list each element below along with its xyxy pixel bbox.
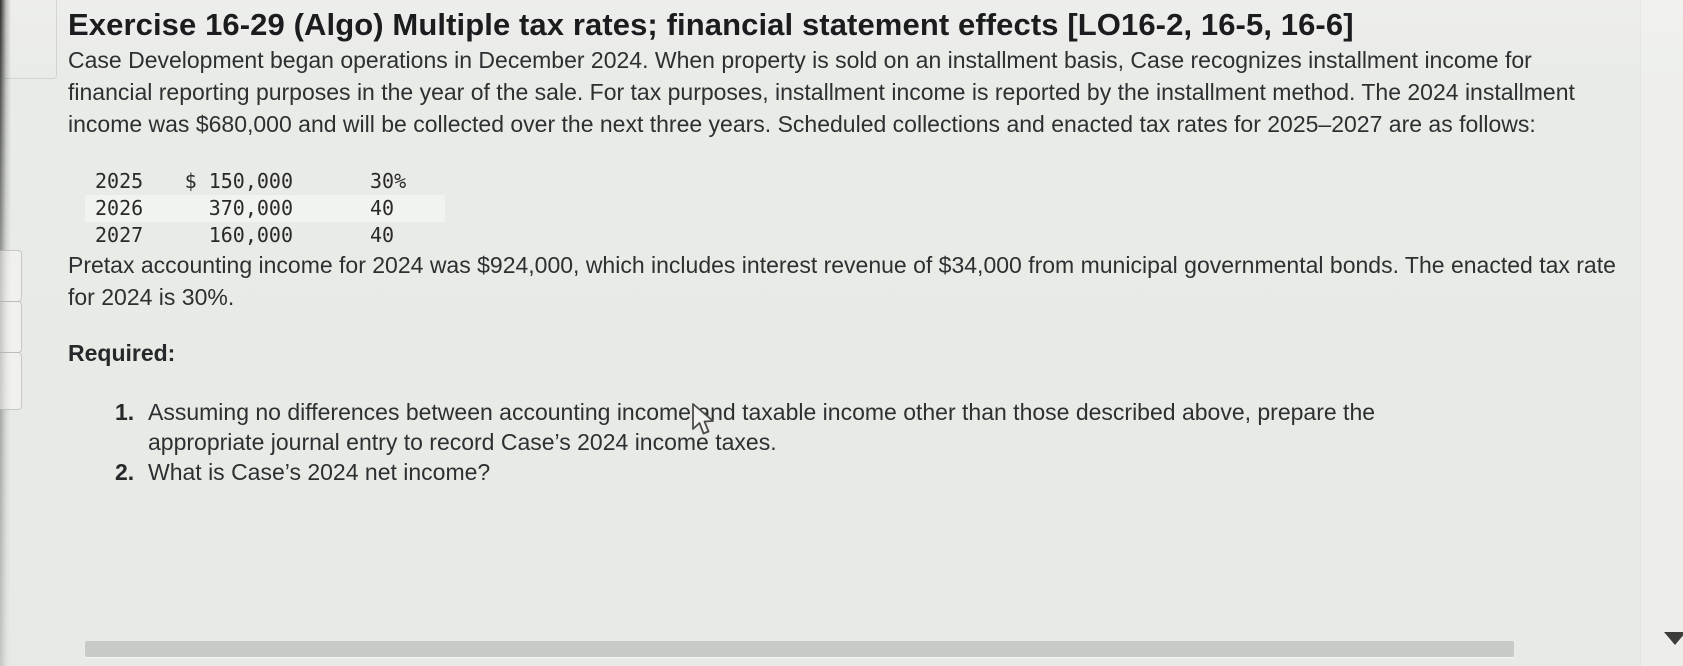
screen-left-edge-fade xyxy=(0,0,11,666)
requirements-list: 1. Assuming no differences between accou… xyxy=(115,397,1621,487)
exercise-content: Exercise 16-29 (Algo) Multiple tax rates… xyxy=(68,7,1621,487)
scroll-corner-arrow-icon[interactable] xyxy=(1664,632,1683,645)
amount-cell: 370,000 xyxy=(208,196,293,220)
clipped-side-button[interactable] xyxy=(0,301,22,353)
intro-paragraph: Case Development began operations in Dec… xyxy=(68,47,1575,137)
rate-cell: 40 xyxy=(370,223,395,247)
screen-right-edge xyxy=(1640,0,1683,666)
requirement-text: Assuming no differences between accounti… xyxy=(148,399,1376,455)
rate-cell: 40 xyxy=(370,196,395,220)
clipped-panel-corner xyxy=(0,0,57,79)
clipped-side-button[interactable]: s xyxy=(0,352,22,410)
year-cell: 2025 xyxy=(95,169,144,193)
mouse-cursor-icon xyxy=(692,403,714,435)
requirement-item: 1. Assuming no differences between accou… xyxy=(115,397,1621,457)
year-cell: 2027 xyxy=(95,223,144,247)
table-row: 2027 160,000 40 xyxy=(95,222,445,249)
required-heading: Required: xyxy=(68,340,176,366)
table-row: 2025 $ 150,000 30% xyxy=(95,168,445,195)
pretax-income-paragraph: Pretax accounting income for 2024 was $9… xyxy=(68,252,1616,310)
requirement-number: 1. xyxy=(115,399,135,425)
rate-cell: 30% xyxy=(370,169,407,193)
collections-schedule-table: 2025 $ 150,000 30% 2026 370,000 40 2027 … xyxy=(85,168,445,249)
exercise-title: Exercise 16-29 (Algo) Multiple tax rates… xyxy=(68,7,1354,42)
requirement-number: 2. xyxy=(115,459,135,485)
horizontal-scrollbar-thumb[interactable] xyxy=(85,641,1514,657)
amount-cell: 160,000 xyxy=(208,223,293,247)
clipped-side-button[interactable] xyxy=(0,250,22,302)
year-cell: 2026 xyxy=(95,196,144,220)
amount-cell: $ 150,000 xyxy=(184,169,293,193)
requirement-item: 2. What is Case’s 2024 net income? xyxy=(115,457,1621,487)
requirement-text: What is Case’s 2024 net income? xyxy=(148,459,491,485)
table-row: 2026 370,000 40 xyxy=(85,195,445,222)
